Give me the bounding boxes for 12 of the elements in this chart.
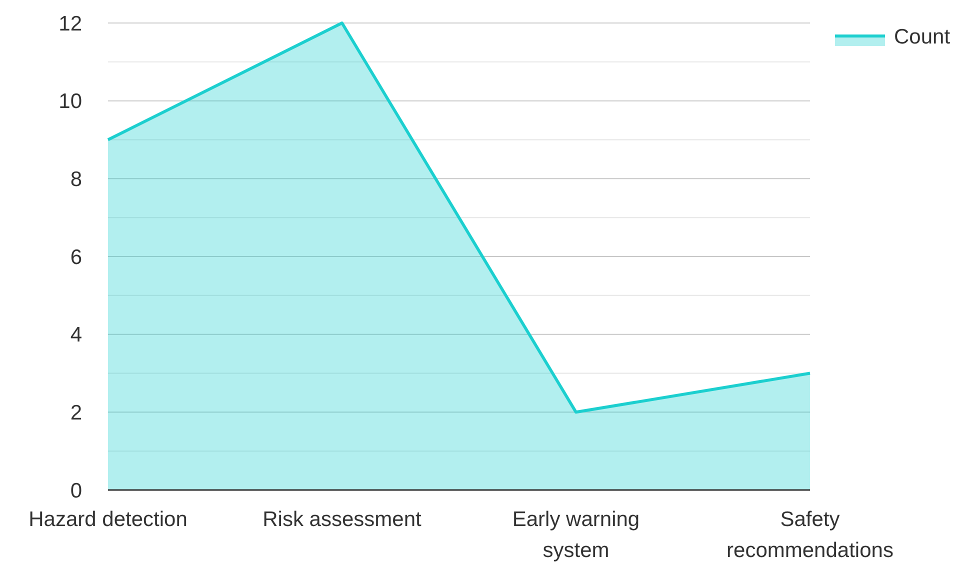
y-tick-label: 6: [70, 246, 82, 269]
y-tick-label: 10: [58, 90, 82, 114]
y-tick-label: 4: [70, 324, 82, 347]
x-tick-label: Safety recommendations: [726, 508, 894, 562]
y-tick-label: 8: [70, 168, 82, 192]
y-tick-label: 2: [70, 402, 82, 425]
x-tick-label: Hazard detection: [28, 508, 188, 531]
y-tick-label: 12: [58, 12, 82, 36]
legend-label: Count: [894, 25, 950, 48]
x-tick-label: Risk assessment: [262, 508, 422, 531]
y-tick-label: 0: [70, 479, 82, 502]
x-tick-label: Early warning system: [512, 508, 640, 562]
